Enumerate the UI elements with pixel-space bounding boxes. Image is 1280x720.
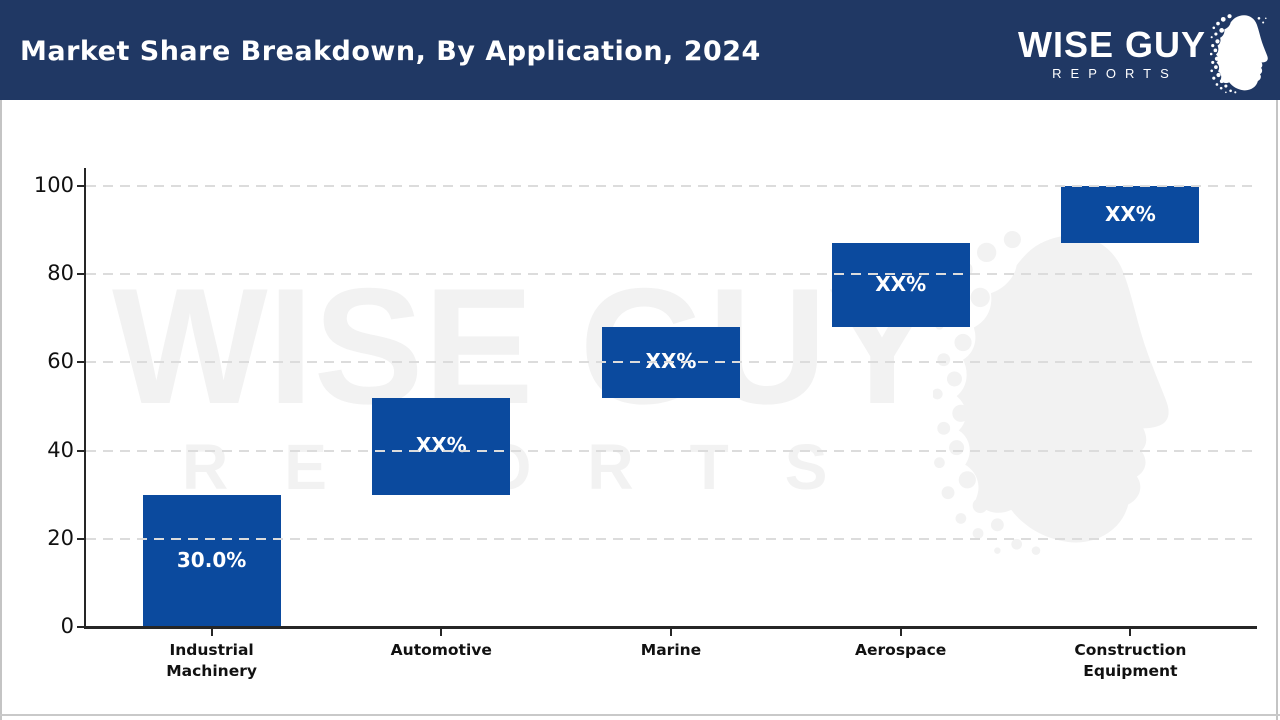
gridline-80 bbox=[86, 273, 1257, 276]
bar-value-label-marine: XX% bbox=[645, 349, 697, 374]
chart-title: Market Share Breakdown, By Application, … bbox=[20, 36, 761, 67]
y-tick-100 bbox=[77, 185, 84, 187]
plot-area: 0 20 40 60 80 100 30.0% XX% XX% XX% XX% Industrial … bbox=[0, 100, 1280, 720]
brand-logo: WISE GUY REPORTS bbox=[1012, 6, 1268, 96]
category-label-industrial-machinery: Industrial Machinery bbox=[166, 641, 257, 680]
brand-logo-text: WISE GUY REPORTS bbox=[1017, 24, 1206, 82]
y-tick-label-60: 60 bbox=[47, 349, 74, 374]
bar-automotive: XX% bbox=[372, 397, 511, 495]
gridline-40 bbox=[86, 449, 1257, 452]
gridline-100 bbox=[86, 185, 1257, 187]
y-tick-label-80: 80 bbox=[47, 261, 74, 286]
header-bar: Market Share Breakdown, By Application, … bbox=[0, 0, 1280, 100]
bar-value-label-aerospace: XX% bbox=[875, 272, 927, 297]
y-tick-label-0: 0 bbox=[60, 614, 74, 638]
y-tick-0 bbox=[77, 626, 84, 628]
category-label-aerospace: Aerospace bbox=[855, 641, 947, 659]
y-tick-label-40: 40 bbox=[47, 437, 74, 462]
brand-head-icon bbox=[1210, 14, 1268, 94]
y-axis-line bbox=[84, 168, 86, 629]
bar-value-label-automotive: XX% bbox=[415, 433, 467, 458]
x-tick-automotive bbox=[440, 629, 443, 636]
category-label-automotive: Automotive bbox=[390, 641, 492, 659]
bar-industrial-machinery: 30.0% bbox=[142, 494, 281, 627]
bar-value-label-construction-equipment: XX% bbox=[1104, 201, 1156, 226]
brand-name: WISE GUY bbox=[1017, 24, 1206, 65]
x-tick-industrial-machinery bbox=[210, 629, 213, 636]
bar-value-label-industrial-machinery: 30.0% bbox=[176, 547, 247, 572]
x-tick-aerospace bbox=[899, 629, 902, 636]
frame-border-bottom bbox=[0, 714, 1280, 716]
y-tick-label-100: 100 bbox=[33, 173, 74, 197]
x-tick-marine bbox=[670, 629, 672, 636]
frame-border-left bbox=[0, 100, 2, 720]
brand-subname: REPORTS bbox=[1052, 66, 1178, 81]
y-tick-20 bbox=[77, 537, 84, 540]
y-tick-label-20: 20 bbox=[47, 525, 74, 550]
x-tick-construction-equipment bbox=[1129, 629, 1132, 636]
x-axis-line bbox=[84, 626, 1257, 629]
frame-border-right bbox=[1276, 100, 1278, 720]
gridline-20 bbox=[86, 537, 1257, 540]
bar-aerospace: XX% bbox=[831, 243, 970, 328]
y-tick-40 bbox=[77, 449, 84, 452]
y-tick-60 bbox=[77, 361, 84, 364]
gridline-60 bbox=[86, 361, 1257, 364]
bar-construction-equipment: XX% bbox=[1061, 186, 1200, 244]
category-label-marine: Marine bbox=[640, 641, 702, 659]
y-tick-80 bbox=[77, 273, 84, 276]
category-label-construction-equipment: Construction Equipment bbox=[1074, 641, 1187, 680]
